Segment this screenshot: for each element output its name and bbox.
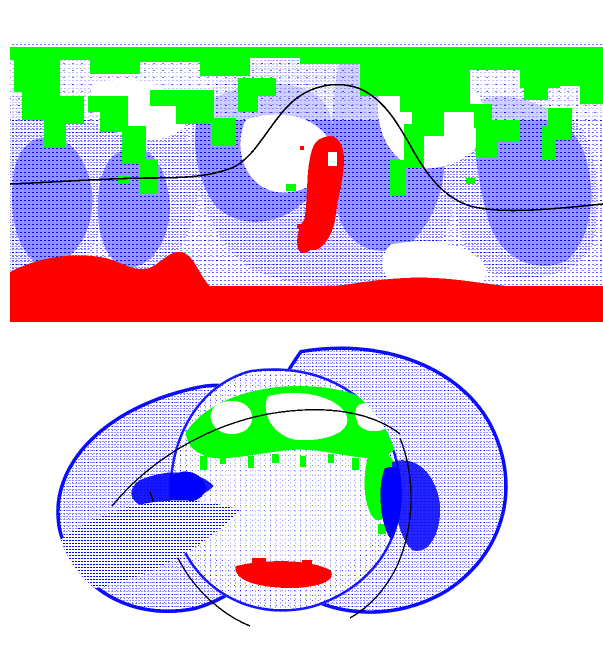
anomaly-red-group [297, 136, 344, 254]
landmass-center-small [238, 78, 276, 112]
landmass-far-right-finger [542, 108, 572, 160]
landmass-right-continent [390, 70, 492, 196]
landmass-far-right [524, 62, 603, 104]
globe-landmass-hole-a [210, 400, 253, 435]
globe-coast-fringe-c [248, 456, 254, 468]
anomaly-south-band-group [10, 251, 603, 322]
landmass-green-group [10, 47, 603, 222]
globe-anomaly-group [235, 558, 332, 588]
globe-lower-arc-texture [59, 500, 240, 588]
globe-anomaly-patch [235, 561, 332, 588]
globe-landmass-group [186, 386, 400, 534]
orthographic-globe-panel [0, 330, 603, 645]
landmass-center-left [150, 90, 236, 146]
globe-coast-fringe-e [300, 456, 306, 467]
anomaly-south-solid [10, 286, 603, 322]
globe-zero-contour-north [111, 409, 401, 507]
globe-coast-fringe-f [328, 454, 334, 463]
island-a [118, 176, 130, 184]
island-b [286, 184, 296, 191]
equirectangular-map-panel [10, 44, 603, 322]
globe-anomaly-speck-a [252, 558, 266, 563]
globe-zero-contour-east [349, 437, 412, 619]
landmass-north-band [10, 47, 603, 112]
globe-anomaly-speck-b [302, 560, 312, 564]
globe-landmass-hole-b [265, 392, 348, 441]
globe-coast-fringe-d [272, 454, 279, 463]
landmass-right-lower [476, 120, 520, 158]
island-d [466, 178, 475, 184]
globe-coast-fringe-b [220, 454, 226, 464]
map-svg [10, 44, 603, 322]
landmass-left-peninsula [88, 96, 158, 194]
globe-front-quiet [187, 422, 386, 575]
globe-coast-fringe-a [200, 456, 207, 470]
globe-coast-fringe-h [378, 524, 386, 534]
globe-svg [0, 330, 603, 645]
anomaly-speck-b [300, 146, 304, 150]
zero-contour-group [10, 83, 603, 212]
anomaly-red-hole [328, 152, 337, 166]
zero-contour-line [10, 83, 603, 212]
globe-lower-arcs [59, 500, 240, 588]
landmass-left [14, 60, 84, 148]
globe-coast-fringe-g [352, 458, 359, 470]
globe-seam-right [391, 460, 441, 551]
anomaly-speck-a [297, 224, 302, 229]
